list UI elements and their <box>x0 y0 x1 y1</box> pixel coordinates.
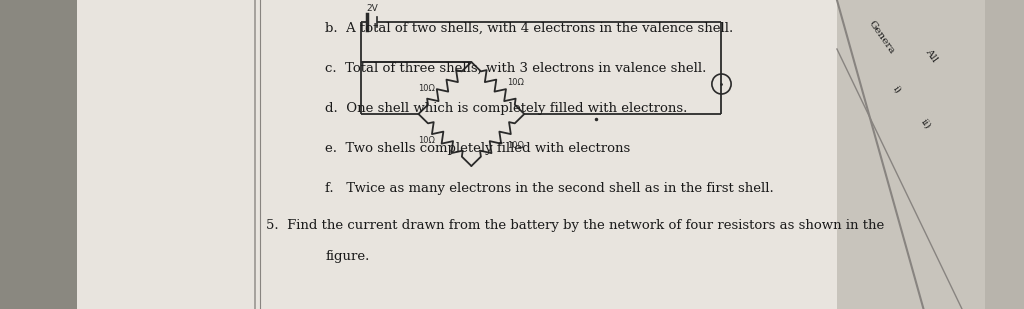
Text: i): i) <box>891 84 902 95</box>
Text: d.  One shell which is completely filled with electrons.: d. One shell which is completely filled … <box>325 102 687 115</box>
Polygon shape <box>0 0 77 309</box>
Text: c.  Total of three shells, with 3 electrons in valence shell.: c. Total of three shells, with 3 electro… <box>325 61 707 74</box>
Text: 2V: 2V <box>367 4 378 13</box>
Text: e.  Two shells completely filled with electrons: e. Two shells completely filled with ele… <box>325 142 631 155</box>
Text: ii): ii) <box>920 117 933 130</box>
Text: 10Ω: 10Ω <box>508 141 524 150</box>
Text: 10Ω: 10Ω <box>419 136 435 145</box>
Text: 10Ω: 10Ω <box>508 78 524 87</box>
Text: Genera: Genera <box>867 19 896 55</box>
Text: figure.: figure. <box>325 250 370 263</box>
Text: 5.  Find the current drawn from the battery by the network of four resistors as : 5. Find the current drawn from the batte… <box>266 219 884 232</box>
Polygon shape <box>837 0 985 309</box>
Text: f.   Twice as many electrons in the second shell as in the first shell.: f. Twice as many electrons in the second… <box>325 182 774 195</box>
Text: b.  A total of two shells, with 4 electrons in the valence shell.: b. A total of two shells, with 4 electro… <box>325 21 733 34</box>
Polygon shape <box>77 0 837 309</box>
Text: 10Ω: 10Ω <box>419 83 435 92</box>
Text: All: All <box>923 47 939 64</box>
